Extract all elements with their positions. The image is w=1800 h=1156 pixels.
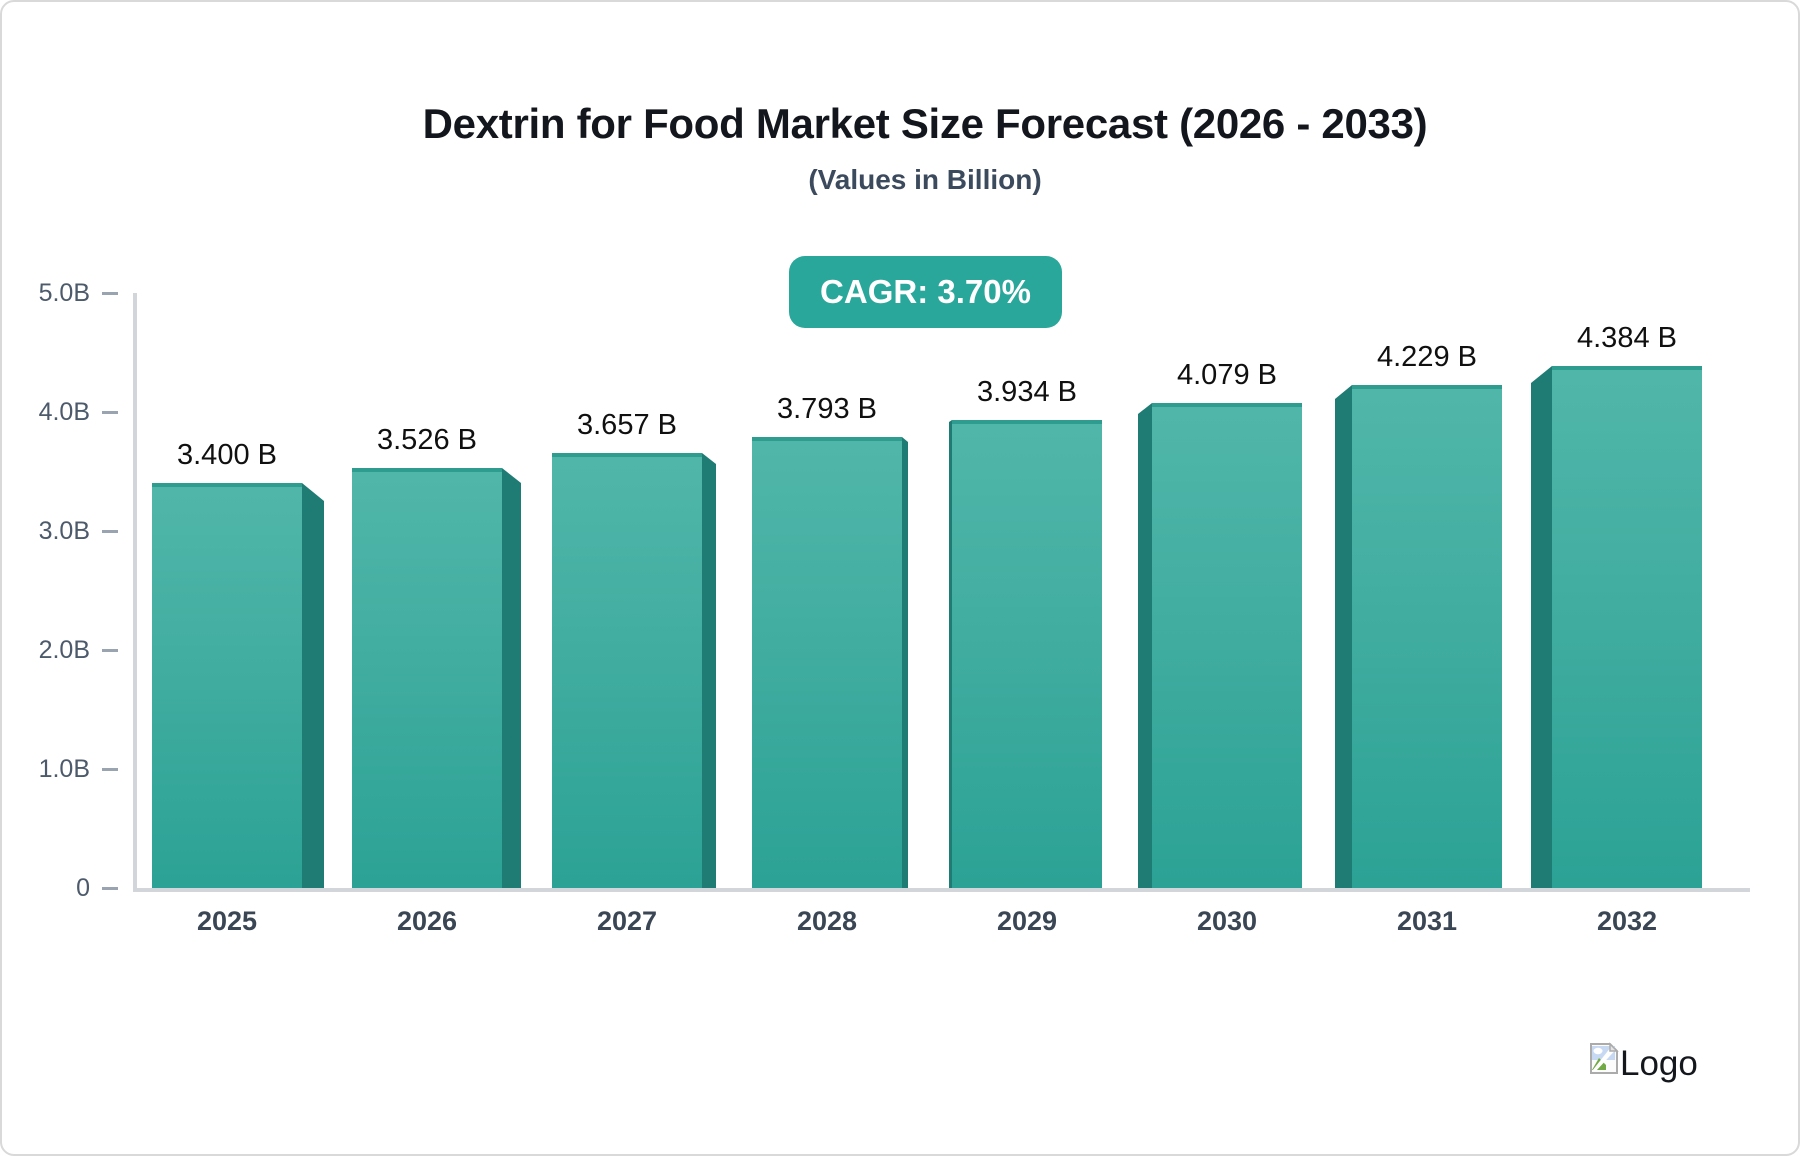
bar-2027[interactable] <box>552 453 702 888</box>
bar-value-label: 3.657 B <box>577 409 677 441</box>
bar-side-face <box>902 437 908 888</box>
bar-side-face <box>302 483 324 888</box>
bar-side-face <box>702 453 716 888</box>
y-axis-tick <box>102 411 118 414</box>
logo-text: Logo <box>1620 1044 1698 1083</box>
x-axis-label: 2032 <box>1596 906 1658 936</box>
bar-side-face <box>1531 366 1552 888</box>
x-axis-line <box>133 888 1750 892</box>
x-axis-label: 2030 <box>1196 906 1258 936</box>
logo: Logo <box>1588 1042 1698 1086</box>
bar-side-face <box>949 420 952 888</box>
y-axis-tick-label: 4.0B <box>38 398 90 426</box>
bar-value-label: 3.400 B <box>177 439 277 471</box>
x-axis-label: 2029 <box>996 906 1058 936</box>
y-axis-tick <box>102 292 118 295</box>
y-axis-tick-label: 2.0B <box>38 636 90 664</box>
y-axis-tick-label: 1.0B <box>38 755 90 783</box>
bar-2026[interactable] <box>352 468 502 888</box>
x-axis-label: 2027 <box>596 906 658 936</box>
chart-header: Dextrin for Food Market Size Forecast (2… <box>52 2 1798 196</box>
chart-subtitle: (Values in Billion) <box>808 164 1042 195</box>
cagr-badge: CAGR: 3.70% <box>789 256 1062 328</box>
x-axis-label: 2025 <box>196 906 258 936</box>
bar-2029[interactable] <box>952 420 1102 888</box>
y-axis-tick-label: 3.0B <box>38 517 90 545</box>
chart-title: Dextrin for Food Market Size Forecast (2… <box>422 100 1428 147</box>
bar-2031[interactable] <box>1352 385 1502 888</box>
bar-2028[interactable] <box>752 437 902 888</box>
y-axis-line <box>133 293 137 892</box>
x-axis-label: 2028 <box>796 906 858 936</box>
y-axis-tick-label: 0 <box>76 874 90 902</box>
y-axis-tick <box>102 768 118 771</box>
bar-side-face <box>1138 403 1152 888</box>
bar-2025[interactable] <box>152 483 302 888</box>
bar-value-label: 3.934 B <box>977 376 1077 408</box>
broken-image-icon <box>1590 1042 1619 1074</box>
y-axis-tick-label: 5.0B <box>38 279 90 307</box>
x-axis-label: 2031 <box>1396 906 1458 936</box>
bar-value-label: 4.384 B <box>1577 322 1677 354</box>
x-axis-label: 2026 <box>396 906 458 936</box>
bar-value-label: 4.229 B <box>1377 341 1477 373</box>
bar-value-label: 4.079 B <box>1177 359 1277 391</box>
y-axis-tick <box>102 649 118 652</box>
bar-value-label: 3.526 B <box>377 424 477 456</box>
bar-2030[interactable] <box>1152 403 1302 888</box>
y-axis-tick <box>102 530 118 533</box>
bar-2032[interactable] <box>1552 366 1702 888</box>
bar-side-face <box>502 468 521 888</box>
y-axis-tick <box>102 887 118 890</box>
bar-value-label: 3.793 B <box>777 393 877 425</box>
bar-side-face <box>1335 385 1352 888</box>
